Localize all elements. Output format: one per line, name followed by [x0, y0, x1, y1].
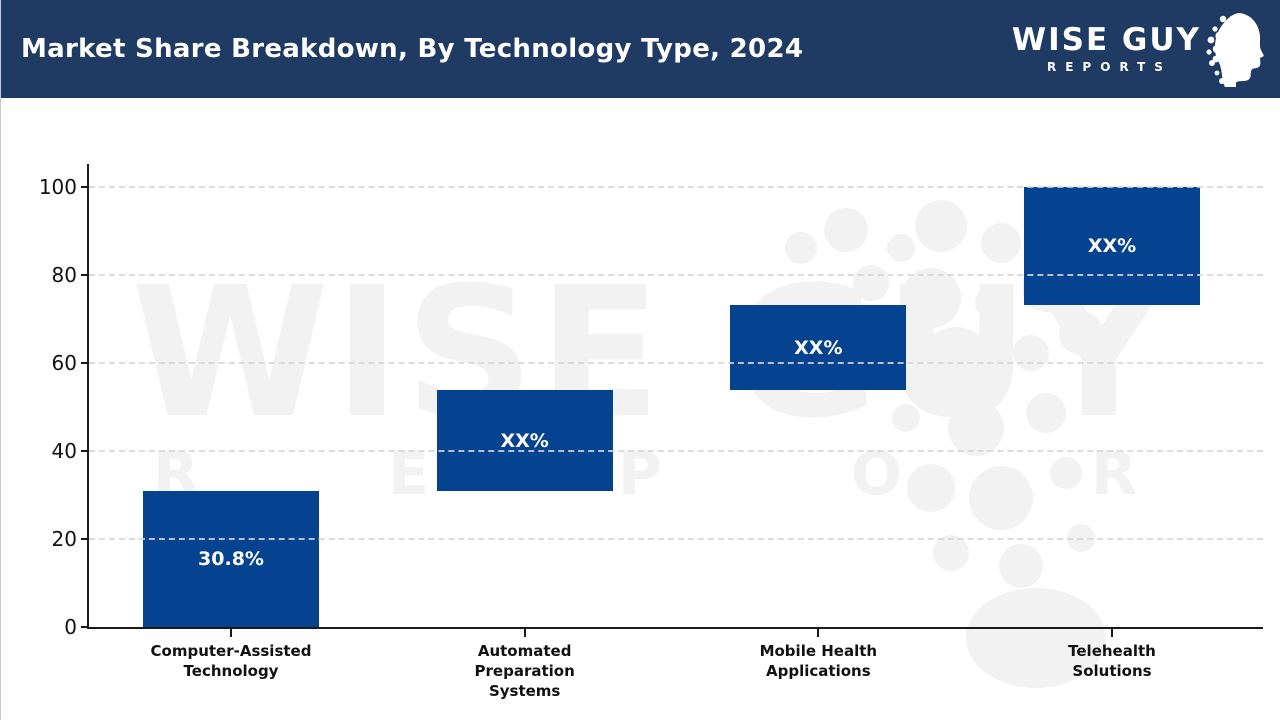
y-tick-label-40: 40: [51, 439, 77, 463]
logo-subtitle: REPORTS: [1046, 60, 1172, 74]
x-tick-0: [230, 629, 232, 637]
gridline-40: [89, 450, 1263, 452]
y-tick-40: [81, 450, 89, 452]
y-tick-label-0: 0: [64, 615, 77, 639]
logo-head-icon: [1206, 13, 1264, 87]
x-category-label-0: Computer-Assisted Technology: [150, 642, 312, 680]
bar-segment-2: XX%: [730, 304, 907, 391]
y-axis-line: [87, 164, 89, 629]
x-axis-line: [87, 627, 1263, 629]
x-category-label-1: Automated Preparation Systems: [474, 642, 575, 700]
bar-value-label: XX%: [500, 429, 549, 452]
x-tick-3: [1111, 629, 1113, 637]
x-category-label-3: Telehealth Solutions: [1068, 642, 1156, 680]
logo-wordmark: WISE GUY: [1011, 22, 1201, 58]
bar-value-label: XX%: [1087, 234, 1137, 257]
x-tick-1: [523, 629, 526, 637]
x-category-label-2: Mobile Health Applications: [759, 642, 878, 680]
gridline-20: [89, 538, 1263, 540]
bar-segment-0: 30.8%: [143, 491, 319, 627]
y-tick-80: [81, 274, 89, 276]
bar-value-label: 30.8%: [198, 548, 264, 571]
y-tick-60: [81, 362, 89, 364]
header-bar: Market Share Breakdown, By Technology Ty…: [1, 0, 1280, 98]
y-tick-label-80: 80: [51, 263, 77, 287]
page-title: Market Share Breakdown, By Technology Ty…: [21, 34, 804, 64]
bar-segment-3: XX%: [1024, 187, 1200, 305]
y-tick-20: [81, 538, 89, 540]
gridline-80: [89, 274, 1263, 276]
y-tick-label-60: 60: [51, 351, 77, 375]
bar-value-label: XX%: [794, 336, 843, 359]
y-tick-label-100: 100: [38, 175, 77, 199]
watermark-reports: R E P O R T S: [153, 439, 1280, 509]
y-tick-100: [81, 186, 89, 188]
wise-guy-logo: WISE GUY REPORTS: [1012, 9, 1267, 89]
bar-segment-1: XX%: [436, 390, 613, 492]
y-tick-label-20: 20: [51, 527, 77, 551]
chart-area: WISE GUY R E P O R T S 02040608010030.8%…: [1, 98, 1280, 720]
x-tick-2: [817, 629, 820, 637]
gridline-100: [89, 186, 1263, 188]
logo-text: WISE GUY REPORTS: [1011, 22, 1201, 74]
y-tick-0: [81, 626, 89, 628]
gridline-60: [89, 362, 1263, 364]
